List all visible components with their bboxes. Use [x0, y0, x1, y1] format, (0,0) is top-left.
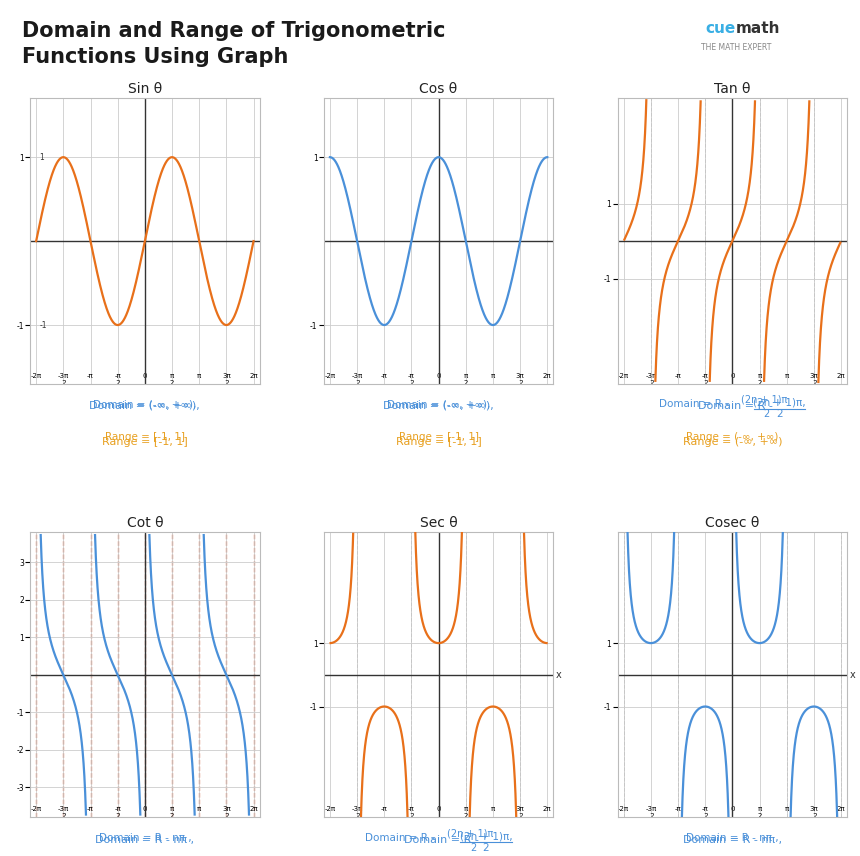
Text: Functions Using Graph: Functions Using Graph — [22, 47, 288, 67]
Text: Domain = R -: Domain = R - — [366, 833, 439, 843]
Title: Sec θ: Sec θ — [420, 515, 458, 530]
Title: Cot θ: Cot θ — [126, 515, 163, 530]
Title: Cos θ: Cos θ — [420, 82, 458, 96]
Text: 1: 1 — [40, 152, 44, 162]
Text: (2n + 1)π,: (2n + 1)π, — [459, 831, 513, 841]
Text: Range = (-∞, +∞): Range = (-∞, +∞) — [686, 431, 778, 442]
Text: math: math — [735, 21, 780, 37]
Title: Cosec θ: Cosec θ — [705, 515, 759, 530]
Text: Domain = (-∞, +∞),: Domain = (-∞, +∞), — [93, 399, 197, 409]
Text: x: x — [556, 669, 562, 680]
Text: Range = [-1, 1]: Range = [-1, 1] — [396, 437, 482, 447]
Text: Domain = R - nπ ,: Domain = R - nπ , — [95, 835, 194, 845]
Text: (2n + 1)π: (2n + 1)π — [447, 829, 494, 839]
Text: Domain = (-∞, +∞),: Domain = (-∞, +∞), — [387, 399, 490, 409]
Text: Domain and Range of Trigonometric: Domain and Range of Trigonometric — [22, 21, 445, 41]
Text: Domain = R -: Domain = R - — [404, 835, 482, 845]
Text: Domain = (-∞, +∞),: Domain = (-∞, +∞), — [89, 401, 200, 411]
Text: Range = [-1, 1]: Range = [-1, 1] — [102, 437, 187, 447]
Title: Tan θ: Tan θ — [714, 82, 751, 96]
Text: Domain = R - nπ ,: Domain = R - nπ , — [686, 833, 778, 843]
Text: Domain = R - nπ ,: Domain = R - nπ , — [99, 833, 191, 843]
Text: THE MATH EXPERT: THE MATH EXPERT — [701, 43, 771, 52]
Text: cue: cue — [705, 21, 735, 37]
Text: -1: -1 — [40, 320, 46, 330]
Text: (2n + 1)π: (2n + 1)π — [741, 395, 787, 405]
Text: 2: 2 — [470, 843, 476, 853]
Text: Range = (-∞, +∞): Range = (-∞, +∞) — [683, 437, 782, 447]
Title: Sin θ: Sin θ — [128, 82, 162, 96]
Text: Domain = (-∞, +∞),: Domain = (-∞, +∞), — [384, 401, 494, 411]
Text: 2: 2 — [764, 409, 770, 419]
Text: Range = [-1, 1]: Range = [-1, 1] — [105, 431, 185, 442]
Text: Range = [-1, 1]: Range = [-1, 1] — [398, 431, 479, 442]
Text: Domain = R - nπ ,: Domain = R - nπ , — [683, 835, 782, 845]
Text: x: x — [850, 669, 856, 680]
Text: Domain = R -: Domain = R - — [698, 401, 777, 411]
Text: (2n + 1)π,: (2n + 1)π, — [753, 397, 806, 407]
Text: 2: 2 — [482, 843, 489, 853]
Text: 2: 2 — [777, 409, 783, 419]
Text: Domain = R -: Domain = R - — [660, 399, 733, 409]
